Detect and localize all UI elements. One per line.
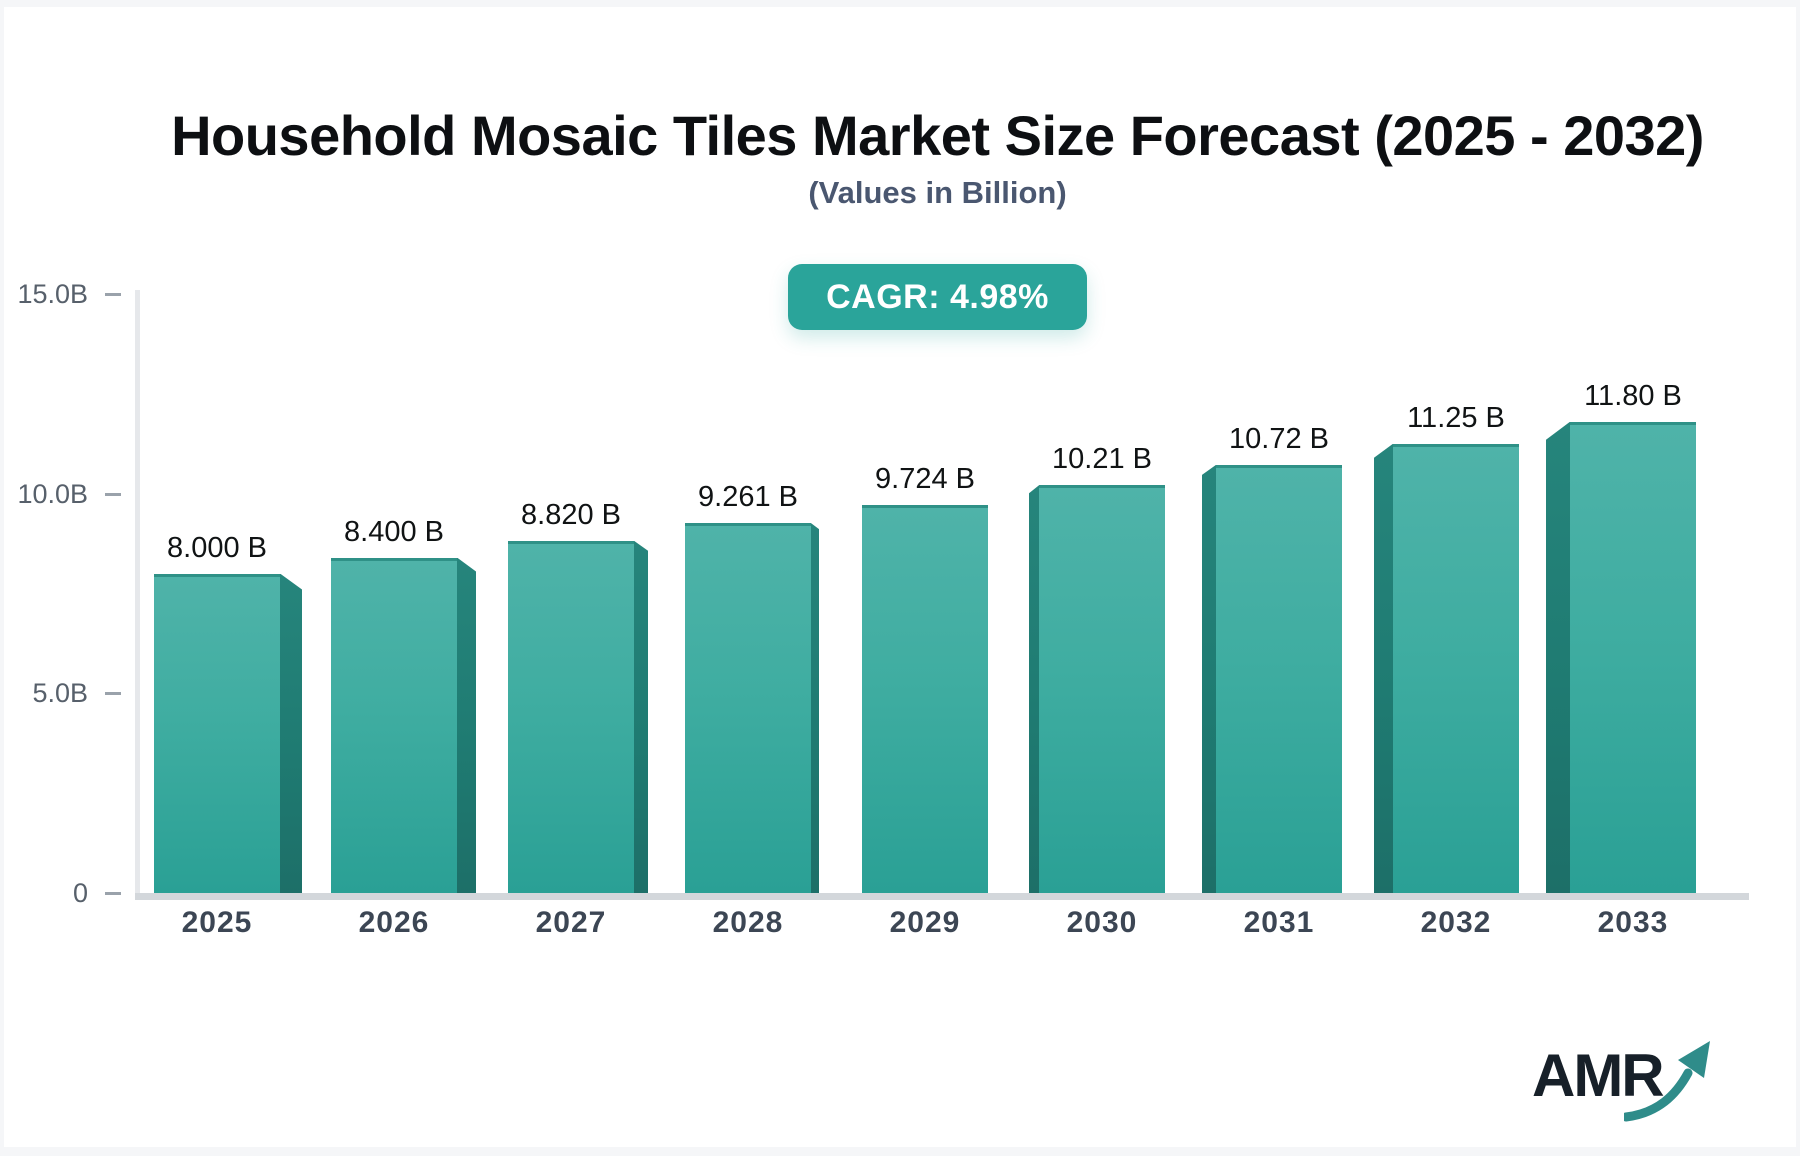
bar-2026 bbox=[331, 557, 457, 893]
bar-side-2032 bbox=[1374, 443, 1393, 893]
bar-side-2027 bbox=[634, 540, 648, 893]
y-axis-label: 15.0B bbox=[17, 279, 88, 309]
y-axis-label: 10.0B bbox=[17, 478, 88, 509]
bar-value-label: 11.80 B bbox=[1584, 379, 1682, 412]
bar-value-label: 10.72 B bbox=[1229, 422, 1329, 455]
x-axis-label-2030: 2030 bbox=[1066, 906, 1138, 939]
x-axis-label-2032: 2032 bbox=[1420, 906, 1492, 939]
chart-title: Household Mosaic Tiles Market Size Forec… bbox=[171, 104, 1704, 167]
x-axis-label-2031: 2031 bbox=[1243, 906, 1315, 939]
badge-row: CAGR: 4.98% bbox=[134, 264, 1741, 330]
bar-2025 bbox=[154, 573, 280, 893]
y-axis-label: 0 bbox=[72, 878, 88, 908]
x-axis-label-2033: 2033 bbox=[1597, 906, 1669, 939]
x-axis-label-2025: 2025 bbox=[181, 906, 253, 939]
bar-value-label: 8.820 B bbox=[521, 498, 621, 531]
bar-side-2031 bbox=[1202, 464, 1216, 893]
bar-side-2025 bbox=[280, 573, 302, 893]
bar-2029 bbox=[862, 504, 988, 893]
bar-value-label: 8.000 B bbox=[167, 531, 267, 564]
y-axis-tick bbox=[105, 293, 121, 296]
bar-2028 bbox=[685, 523, 811, 893]
cagr-badge: CAGR: 4.98% bbox=[788, 264, 1087, 330]
bar-side-2028 bbox=[811, 523, 819, 893]
amr-logo-text: AMR bbox=[1532, 1042, 1665, 1109]
x-axis-label-2026: 2026 bbox=[358, 906, 430, 939]
bar-value-label: 11.25 B bbox=[1407, 401, 1505, 434]
chart-subtitle: (Values in Billion) bbox=[808, 175, 1067, 210]
x-axis-label-2029: 2029 bbox=[889, 906, 961, 939]
bar-value-label: 9.261 B bbox=[698, 481, 798, 514]
bar-2031 bbox=[1216, 464, 1342, 893]
x-axis-line bbox=[135, 893, 1749, 900]
bar-chart: 15.0B 10.0B 5.0B 0 8.000 B 2025 8.400 B 2026 8.8… bbox=[4, 7, 1796, 1147]
x-axis-label-2027: 2027 bbox=[535, 906, 607, 939]
bar-value-label: 10.21 B bbox=[1052, 443, 1152, 476]
y-axis-label: 5.0B bbox=[32, 678, 88, 709]
x-axis-label-2028: 2028 bbox=[712, 906, 784, 939]
y-axis-tick bbox=[105, 892, 121, 895]
bar-side-2026 bbox=[457, 557, 476, 893]
bar-2033 bbox=[1570, 421, 1696, 893]
bar-2027 bbox=[508, 540, 634, 893]
growth-arrow-icon bbox=[1624, 1041, 1710, 1122]
amr-logo: AMR bbox=[1532, 1033, 1722, 1123]
y-axis-tick bbox=[105, 692, 121, 696]
y-axis-line bbox=[135, 290, 140, 900]
bar-side-2033 bbox=[1546, 421, 1570, 893]
chart-card: Household Mosaic Tiles Market Size Forec… bbox=[4, 7, 1796, 1147]
y-axis-tick bbox=[105, 492, 121, 496]
bar-2032 bbox=[1393, 443, 1519, 893]
bar-value-label: 8.400 B bbox=[344, 515, 444, 548]
bar-side-2030 bbox=[1029, 485, 1039, 893]
bar-2030 bbox=[1039, 485, 1165, 893]
bar-value-label: 9.724 B bbox=[875, 462, 975, 495]
